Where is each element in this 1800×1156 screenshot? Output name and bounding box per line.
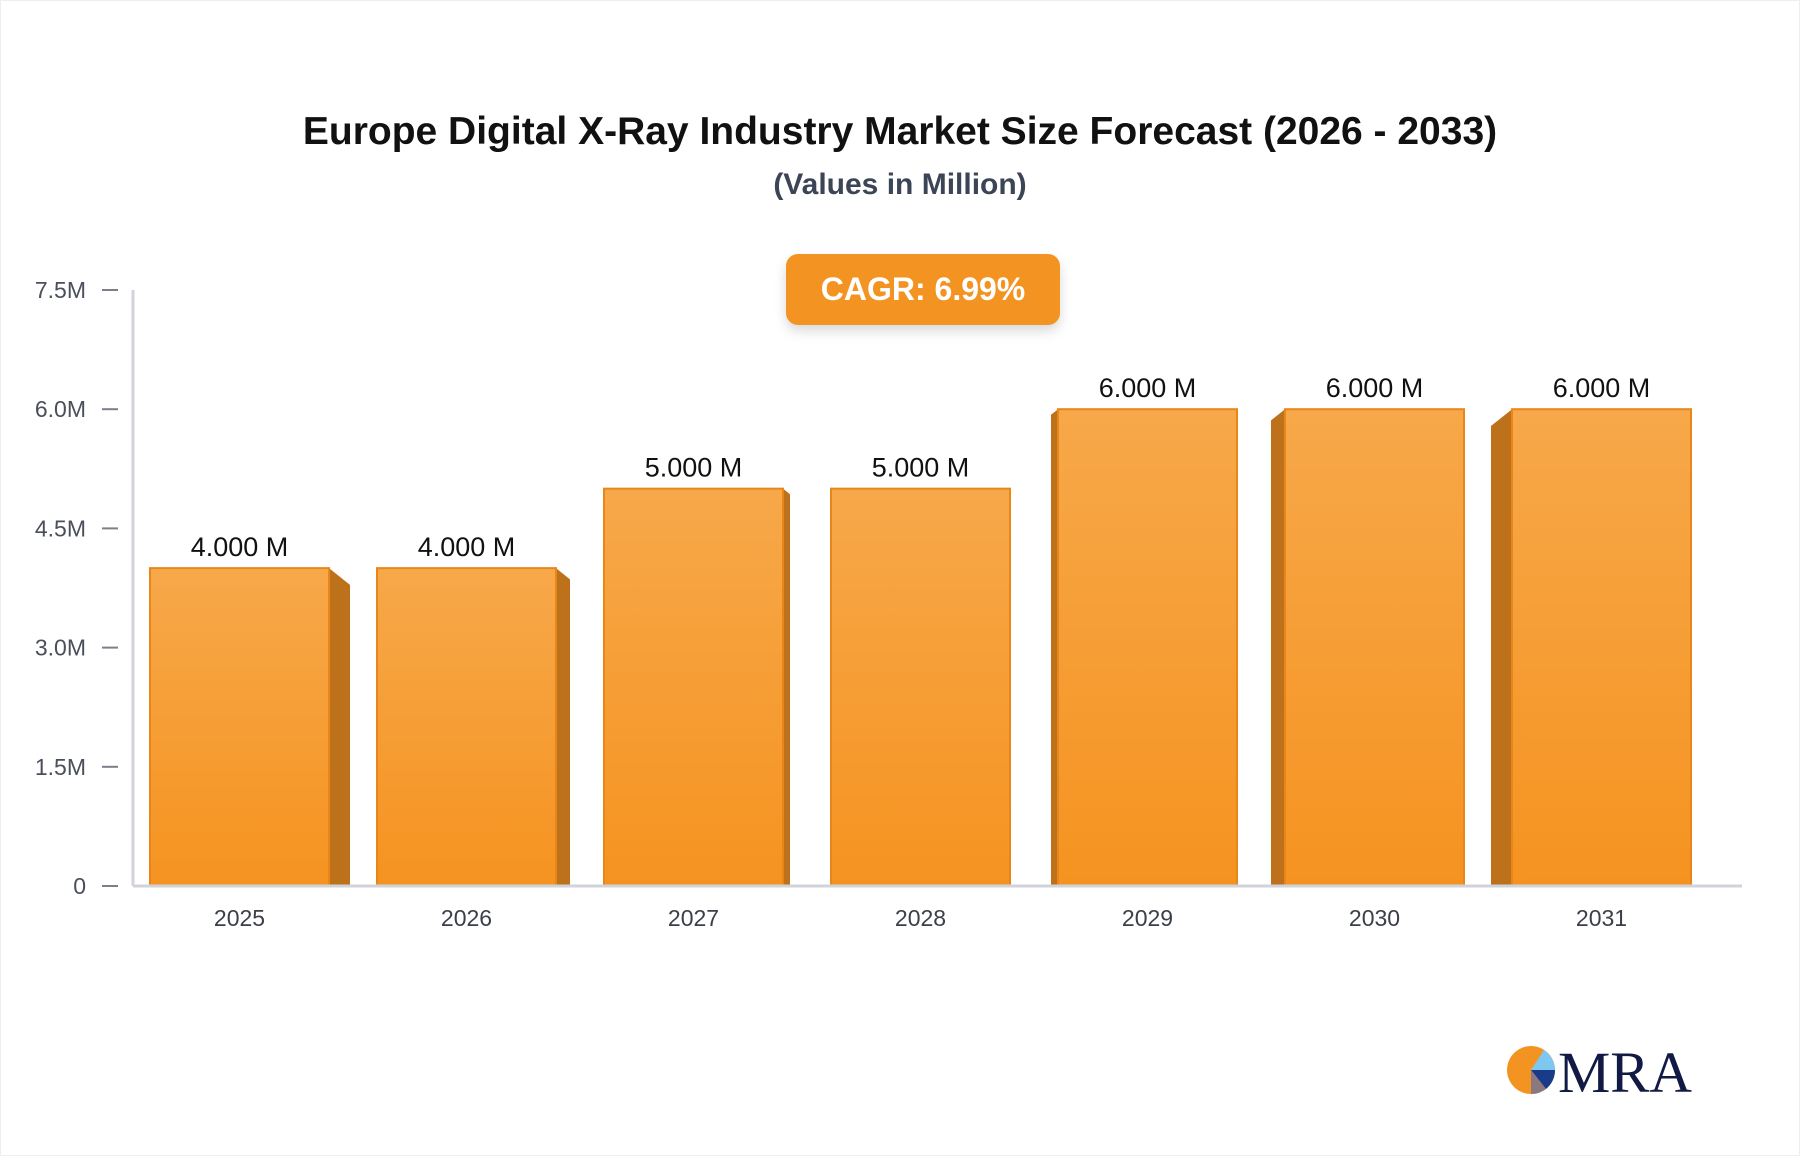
bar-side bbox=[329, 568, 350, 886]
x-tick-label: 2029 bbox=[1122, 905, 1173, 931]
bar bbox=[376, 567, 557, 888]
data-label: 6.000 M bbox=[1099, 373, 1197, 403]
y-tick-label: 0 bbox=[73, 873, 86, 899]
bar bbox=[830, 487, 1011, 887]
chart-title: Europe Digital X-Ray Industry Market Siz… bbox=[302, 110, 1498, 153]
cagr-badge: CAGR: 6.99% bbox=[786, 254, 1060, 325]
x-tick-label: 2028 bbox=[895, 905, 946, 931]
bar-side bbox=[1271, 409, 1285, 886]
data-label: 4.000 M bbox=[191, 532, 289, 562]
mra-logo: MRA bbox=[1507, 1040, 1692, 1100]
bar bbox=[149, 567, 330, 888]
x-tick-label: 2030 bbox=[1349, 905, 1400, 931]
y-tick-label: 6.0M bbox=[35, 396, 86, 422]
chart-subtitle: (Values in Million) bbox=[773, 168, 1027, 201]
data-label: 6.000 M bbox=[1326, 373, 1424, 403]
svg-text:MRA: MRA bbox=[1558, 1040, 1692, 1100]
bar-side bbox=[556, 568, 570, 886]
bar-side bbox=[783, 488, 790, 886]
x-tick-label: 2031 bbox=[1576, 905, 1627, 931]
y-tick-label: 4.5M bbox=[35, 515, 86, 541]
y-tick-label: 3.0M bbox=[35, 635, 86, 661]
bar-side bbox=[1491, 409, 1512, 886]
data-label: 5.000 M bbox=[872, 453, 970, 483]
x-tick-label: 2027 bbox=[668, 905, 719, 931]
y-tick-label: 1.5M bbox=[35, 754, 86, 780]
bar bbox=[1057, 408, 1238, 887]
data-label: 5.000 M bbox=[645, 453, 743, 483]
x-tick-label: 2025 bbox=[214, 905, 265, 931]
data-label: 6.000 M bbox=[1553, 373, 1651, 403]
bar bbox=[1511, 408, 1692, 887]
data-label: 4.000 M bbox=[418, 532, 516, 562]
y-tick-label: 7.5M bbox=[35, 277, 86, 303]
bar bbox=[1284, 408, 1465, 887]
bar-side bbox=[1051, 409, 1058, 886]
bar bbox=[603, 487, 784, 887]
x-tick-label: 2026 bbox=[441, 905, 492, 931]
